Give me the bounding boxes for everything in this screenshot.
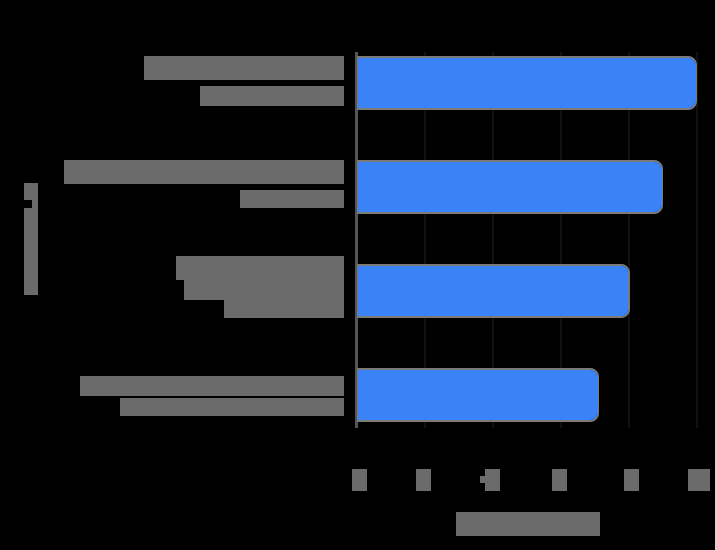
y-axis-line: [355, 52, 358, 428]
x-tick-0: 0: [352, 469, 367, 491]
y-axis-title-notch: [24, 200, 32, 208]
bar-2: [357, 160, 663, 214]
bar-4: [357, 368, 599, 422]
x-tick-2: 2: [416, 469, 431, 491]
bar-1: [357, 56, 697, 110]
bar-4-fill: [357, 370, 597, 420]
bar-1-fill: [357, 58, 695, 108]
x-tick-10: 10: [688, 469, 710, 491]
gridline-10: [696, 52, 698, 428]
gridline-8: [628, 52, 630, 428]
x-tick-6: 6: [552, 469, 567, 491]
y-axis-title: (redacted): [24, 183, 38, 295]
x-tick-8: 8: [624, 469, 639, 491]
gridline-4: [492, 52, 494, 428]
x-axis-title: (redacted): [456, 512, 600, 536]
gridline-6: [560, 52, 562, 428]
bar-3-fill: [357, 266, 628, 316]
bar-2-fill: [357, 162, 661, 212]
x-tick-4: 4: [485, 469, 500, 491]
bar-3: [357, 264, 630, 318]
gridline-2: [424, 52, 426, 428]
